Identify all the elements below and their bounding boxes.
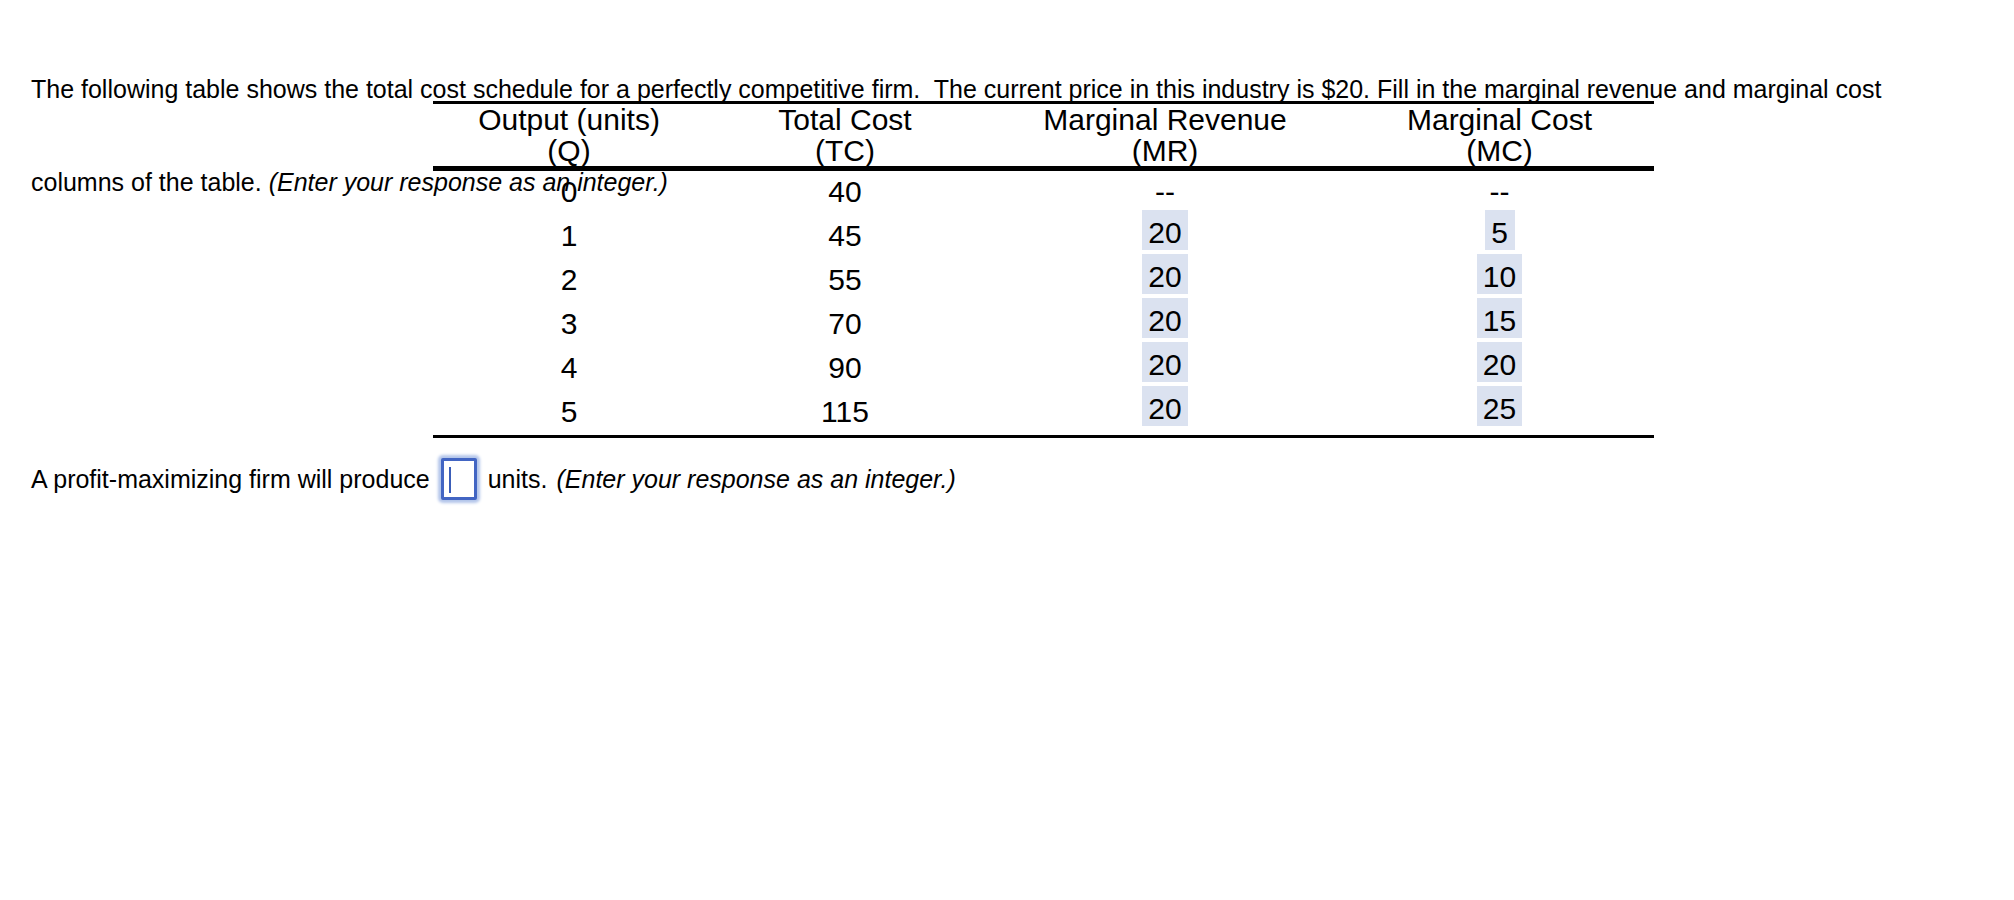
marginal-cost-answer-field[interactable]: 5 [1485,210,1515,250]
output-value: 4 [433,347,705,391]
marginal-cost-answer-field[interactable]: 20 [1477,342,1522,382]
answer-prefix: A profit-maximizing firm will produce [31,464,430,495]
units-input[interactable] [441,458,477,500]
header-abbrev: (MC) [1345,135,1654,166]
marginal-revenue-answer-field[interactable]: 20 [1142,342,1187,382]
table-body: 040----145205255201037020154902020511520… [433,171,1654,435]
header-title: Marginal Cost [1345,104,1654,135]
marginal-cost-answer-field[interactable]: 10 [1477,254,1522,294]
marginal-cost-cell: 20 [1345,347,1654,391]
total-cost-value: 115 [705,391,985,435]
table-row: 2552010 [433,259,1654,303]
output-value: 0 [433,171,705,215]
marginal-revenue-answer-field[interactable]: 20 [1142,298,1187,338]
marginal-cost-cell: 15 [1345,303,1654,347]
marginal-revenue-answer-field[interactable]: 20 [1142,386,1187,426]
table-row: 4902020 [433,347,1654,391]
column-header-mr: Marginal Revenue(MR) [985,104,1345,166]
answer-sentence: A profit-maximizing firm will produce un… [31,458,956,500]
marginal-revenue-answer-field[interactable]: 20 [1142,254,1187,294]
question-line-2-text: columns of the table. [31,168,269,196]
header-abbrev: (MR) [985,135,1345,166]
header-abbrev: (Q) [433,135,705,166]
total-cost-value: 40 [705,171,985,215]
answer-suffix: units. [488,464,548,495]
column-header-tc: Total Cost(TC) [705,104,985,166]
header-cells: Output (units)(Q)Total Cost(TC)Marginal … [433,104,1654,166]
marginal-revenue-cell: 20 [985,259,1345,303]
header-title: Output (units) [433,104,705,135]
marginal-revenue-answer-field[interactable]: 20 [1142,210,1187,250]
header-title: Marginal Revenue [985,104,1345,135]
marginal-cost-cell: 25 [1345,391,1654,435]
total-cost-value: 70 [705,303,985,347]
marginal-cost-cell: 10 [1345,259,1654,303]
table-row: 51152025 [433,391,1654,435]
marginal-cost-answer-field[interactable]: 15 [1477,298,1522,338]
output-value: 1 [433,215,705,259]
marginal-revenue-empty-value: -- [985,171,1345,215]
marginal-revenue-cell: 20 [985,391,1345,435]
total-cost-value: 45 [705,215,985,259]
marginal-revenue-cell: 20 [985,347,1345,391]
header-title: Total Cost [705,104,985,135]
total-cost-value: 90 [705,347,985,391]
column-header-q: Output (units)(Q) [433,104,705,166]
output-value: 3 [433,303,705,347]
table-row: 145205 [433,215,1654,259]
table-row: 040---- [433,171,1654,215]
output-value: 2 [433,259,705,303]
marginal-revenue-cell: 20 [985,303,1345,347]
marginal-cost-cell: 5 [1345,215,1654,259]
text-caret [449,467,451,493]
header-abbrev: (TC) [705,135,985,166]
marginal-cost-empty-value: -- [1345,171,1654,215]
total-cost-value: 55 [705,259,985,303]
table-row: 3702015 [433,303,1654,347]
output-value: 5 [433,391,705,435]
table-header-row: Output (units)(Q)Total Cost(TC)Marginal … [433,104,1654,166]
marginal-cost-answer-field[interactable]: 25 [1477,386,1522,426]
marginal-revenue-cell: 20 [985,215,1345,259]
table-bottom-rule [433,435,1654,438]
response-format-note-2: (Enter your response as an integer.) [556,464,955,495]
cost-schedule-table: Output (units)(Q)Total Cost(TC)Marginal … [433,101,1654,438]
column-header-mc: Marginal Cost(MC) [1345,104,1654,166]
